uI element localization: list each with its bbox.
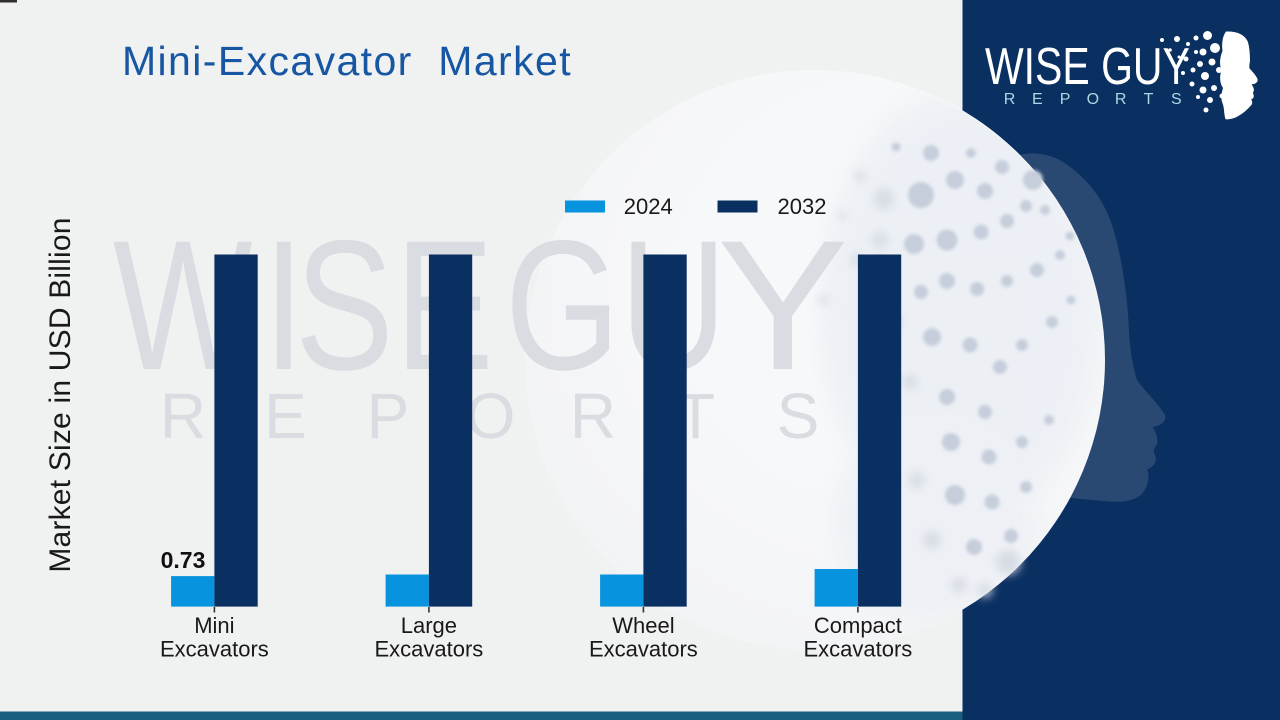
svg-text:G: G [505,202,620,409]
svg-text:R: R [1004,91,1016,108]
svg-text:Mini-Excavator Market: Mini-Excavator Market [122,38,572,84]
svg-text:S: S [1171,91,1182,108]
svg-text:Excavators: Excavators [803,637,912,662]
svg-text:E: E [1032,91,1043,108]
svg-text:Wheel: Wheel [612,613,674,638]
svg-text:S: S [295,202,394,409]
svg-text:E: E [264,380,307,452]
svg-text:Mini: Mini [194,613,234,638]
svg-text:P: P [1060,91,1071,108]
svg-text:2032: 2032 [778,194,827,219]
svg-text:WISE GUY: WISE GUY [985,37,1190,95]
svg-text:R: R [570,380,616,452]
svg-text:I: I [263,202,304,409]
svg-text:Excavators: Excavators [589,637,698,662]
svg-text:Compact: Compact [814,613,902,638]
svg-text:O: O [466,380,516,452]
svg-text:T: T [1144,91,1154,108]
svg-text:Y: Y [717,202,849,409]
svg-text:R: R [1115,91,1127,108]
svg-text:2024: 2024 [624,194,673,219]
svg-text:P: P [367,380,410,452]
svg-text:R: R [160,380,206,452]
svg-text:Market Size in USD Billion: Market Size in USD Billion [44,217,77,572]
svg-text:0.73: 0.73 [161,547,206,573]
svg-text:Large: Large [401,613,457,638]
svg-text:S: S [777,380,820,452]
svg-text:Excavators: Excavators [160,637,269,662]
svg-text:O: O [1087,91,1099,108]
svg-text:Excavators: Excavators [374,637,483,662]
